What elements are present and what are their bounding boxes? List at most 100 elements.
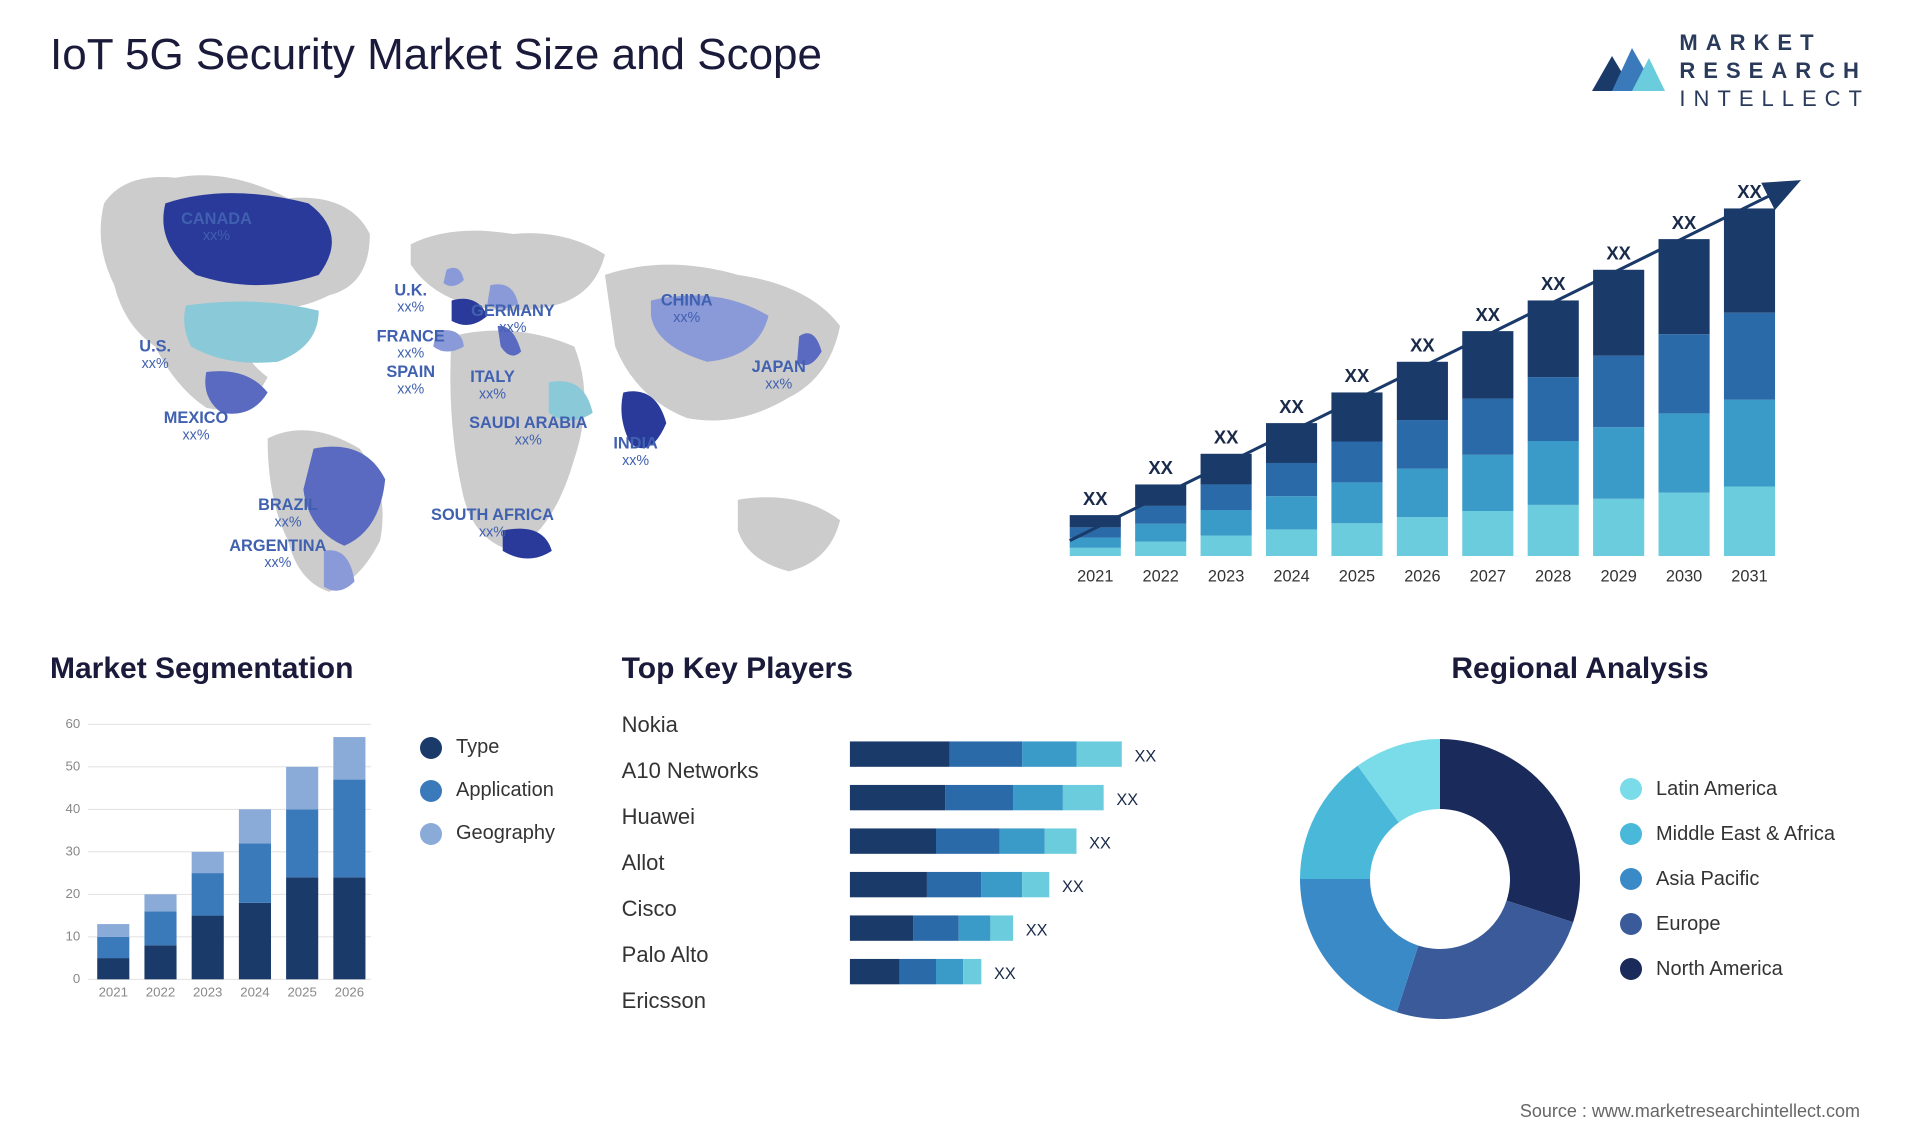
legend-dot <box>1620 913 1642 935</box>
legend-label: Asia Pacific <box>1656 868 1759 891</box>
svg-text:XX: XX <box>1062 878 1084 896</box>
svg-text:xx%: xx% <box>622 453 649 469</box>
svg-text:2031: 2031 <box>1731 568 1767 586</box>
svg-text:ARGENTINA: ARGENTINA <box>229 537 326 555</box>
svg-text:0: 0 <box>73 971 80 986</box>
regional-legend: Latin America Middle East & Africa Asia Pa… <box>1620 778 1835 981</box>
legend-item: Europe <box>1620 913 1835 936</box>
svg-text:xx%: xx% <box>479 387 506 403</box>
regional-donut <box>1290 729 1590 1029</box>
svg-text:xx%: xx% <box>673 310 700 326</box>
segmentation-section: Market Segmentation 01020304050602021202… <box>50 652 582 1052</box>
svg-text:2025: 2025 <box>287 984 316 999</box>
logo-text: MARKET RESEARCH INTELLECT <box>1679 30 1870 112</box>
players-names-list: NokiaA10 NetworksHuaweiAllotCiscoPalo Al… <box>622 706 792 1052</box>
svg-text:2023: 2023 <box>1208 568 1244 586</box>
legend-dot <box>420 823 442 845</box>
svg-text:SPAIN: SPAIN <box>386 363 435 381</box>
players-section: Top Key Players NokiaA10 NetworksHuaweiA… <box>622 652 1250 1052</box>
world-map: CANADAxx%U.S.xx%MEXICOxx%BRAZILxx%ARGENT… <box>50 142 935 602</box>
legend-dot <box>1620 958 1642 980</box>
player-name: A10 Networks <box>622 758 792 784</box>
legend-label: Type <box>456 736 499 759</box>
svg-text:XX: XX <box>1541 273 1566 294</box>
legend-item: North America <box>1620 958 1835 981</box>
svg-text:xx%: xx% <box>397 346 424 362</box>
svg-text:2027: 2027 <box>1470 568 1506 586</box>
svg-text:INDIA: INDIA <box>613 435 658 453</box>
svg-text:40: 40 <box>66 801 81 816</box>
segmentation-legend: Type Application Geography <box>420 706 555 1052</box>
svg-text:XX: XX <box>1214 427 1239 448</box>
legend-dot <box>1620 868 1642 890</box>
legend-item: Asia Pacific <box>1620 868 1835 891</box>
legend-dot <box>420 737 442 759</box>
svg-text:XX: XX <box>1737 181 1762 202</box>
svg-text:XX: XX <box>1083 488 1108 509</box>
svg-text:50: 50 <box>66 759 81 774</box>
legend-item: Application <box>420 779 555 802</box>
svg-text:2026: 2026 <box>1404 568 1440 586</box>
svg-text:CHINA: CHINA <box>661 292 713 310</box>
svg-text:MEXICO: MEXICO <box>164 409 229 427</box>
logo-icon <box>1587 36 1667 106</box>
legend-label: Middle East & Africa <box>1656 823 1835 846</box>
logo: MARKET RESEARCH INTELLECT <box>1587 30 1870 112</box>
player-name: Nokia <box>622 712 792 738</box>
svg-text:XX: XX <box>1606 243 1631 264</box>
svg-text:2021: 2021 <box>99 984 128 999</box>
svg-text:xx%: xx% <box>183 427 210 443</box>
svg-text:XX: XX <box>1089 834 1111 852</box>
segmentation-title: Market Segmentation <box>50 652 582 686</box>
svg-text:2029: 2029 <box>1600 568 1636 586</box>
source-text: Source : www.marketresearchintellect.com <box>1520 1101 1860 1122</box>
page-title: IoT 5G Security Market Size and Scope <box>50 30 822 80</box>
svg-text:2028: 2028 <box>1535 568 1571 586</box>
player-name: Huawei <box>622 804 792 830</box>
svg-text:2024: 2024 <box>1273 568 1309 586</box>
svg-text:XX: XX <box>1116 791 1138 809</box>
svg-text:XX: XX <box>1476 304 1501 325</box>
svg-text:xx%: xx% <box>397 381 424 397</box>
legend-dot <box>1620 823 1642 845</box>
svg-text:xx%: xx% <box>275 514 302 530</box>
player-name: Ericsson <box>622 988 792 1014</box>
world-map-section: CANADAxx%U.S.xx%MEXICOxx%BRAZILxx%ARGENT… <box>50 142 935 602</box>
svg-text:xx%: xx% <box>765 376 792 392</box>
svg-text:XX: XX <box>1279 396 1304 417</box>
svg-text:2024: 2024 <box>240 984 269 999</box>
svg-text:ITALY: ITALY <box>470 368 515 386</box>
svg-text:xx%: xx% <box>397 300 424 316</box>
svg-text:2026: 2026 <box>335 984 364 999</box>
svg-text:xx%: xx% <box>515 433 542 449</box>
svg-text:XX: XX <box>1672 212 1697 233</box>
legend-item: Latin America <box>1620 778 1835 801</box>
svg-text:XX: XX <box>1134 747 1156 765</box>
legend-label: Geography <box>456 822 555 845</box>
svg-text:20: 20 <box>66 886 81 901</box>
svg-text:xx%: xx% <box>142 356 169 372</box>
svg-text:2023: 2023 <box>193 984 222 999</box>
player-name: Cisco <box>622 896 792 922</box>
svg-text:XX: XX <box>1025 921 1047 939</box>
svg-text:U.K.: U.K. <box>394 281 427 299</box>
svg-text:JAPAN: JAPAN <box>752 358 806 376</box>
svg-text:xx%: xx% <box>499 320 526 336</box>
legend-item: Middle East & Africa <box>1620 823 1835 846</box>
legend-label: North America <box>1656 958 1783 981</box>
players-title: Top Key Players <box>622 652 1250 686</box>
svg-text:XX: XX <box>994 965 1016 983</box>
growth-chart: XX2021XX2022XX2023XX2024XX2025XX2026XX20… <box>985 142 1870 602</box>
svg-text:FRANCE: FRANCE <box>377 327 445 345</box>
svg-text:30: 30 <box>66 844 81 859</box>
svg-text:2025: 2025 <box>1339 568 1375 586</box>
legend-label: Latin America <box>1656 778 1777 801</box>
logo-line-3: INTELLECT <box>1679 86 1870 112</box>
logo-line-2: RESEARCH <box>1679 58 1870 84</box>
svg-text:xx%: xx% <box>264 555 291 571</box>
legend-label: Application <box>456 779 554 802</box>
segmentation-chart: 0102030405060202120222023202420252026 <box>50 706 390 1026</box>
legend-item: Geography <box>420 822 555 845</box>
svg-text:U.S.: U.S. <box>139 338 171 356</box>
svg-text:XX: XX <box>1148 457 1173 478</box>
